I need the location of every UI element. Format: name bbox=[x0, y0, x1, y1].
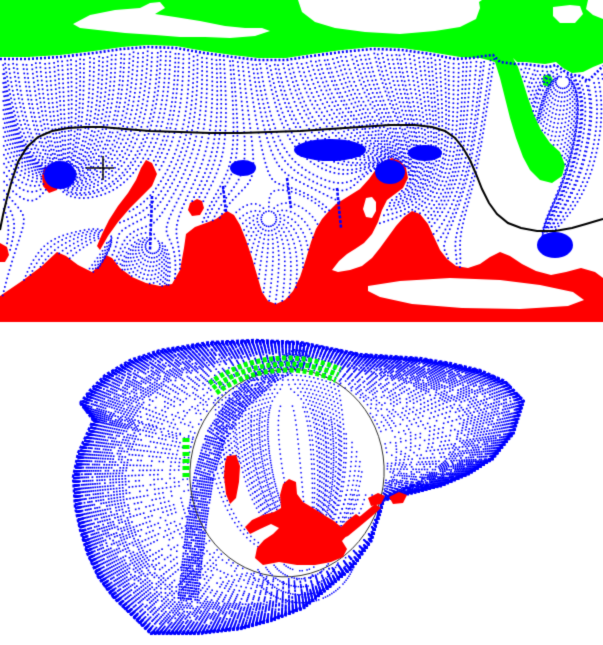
flow-visualization-canvas bbox=[0, 0, 603, 645]
figure bbox=[0, 0, 603, 645]
